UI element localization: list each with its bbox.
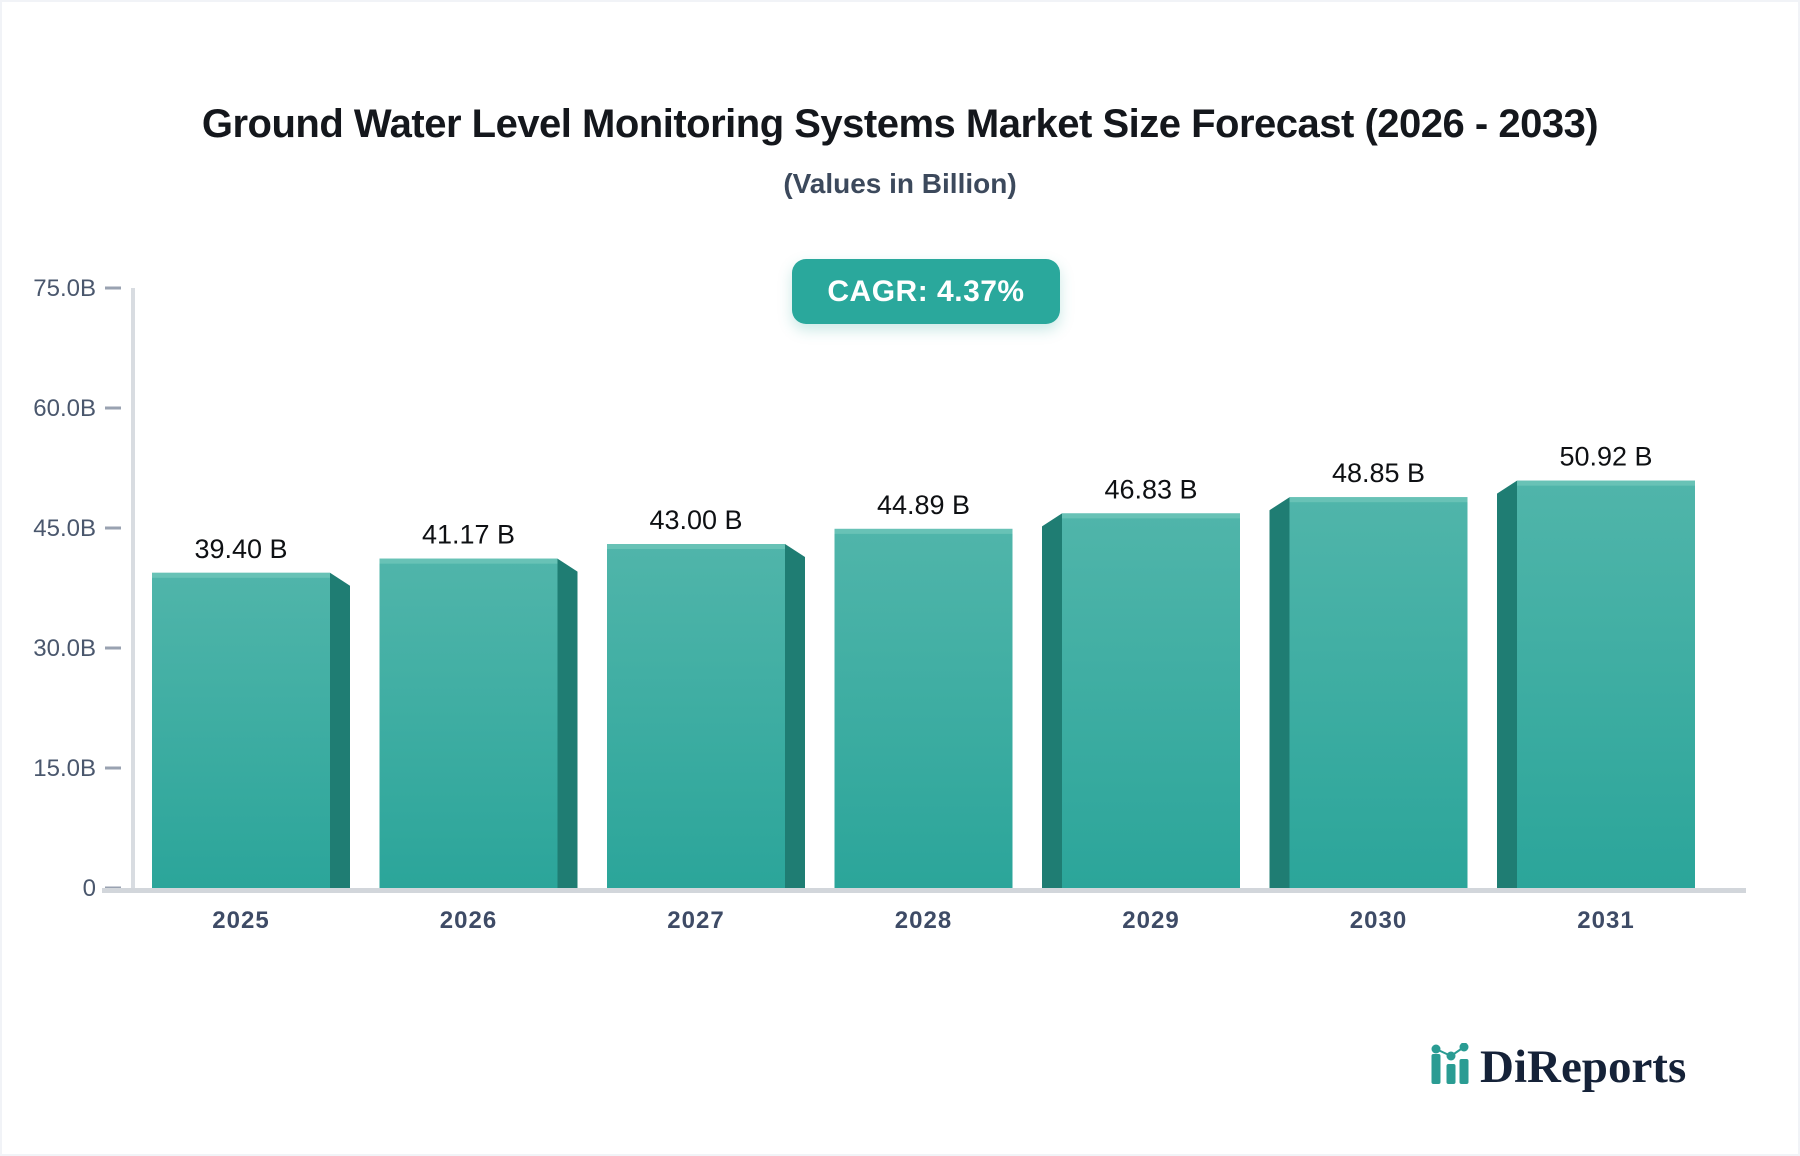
y-axis-tick-label: 60.0B xyxy=(33,395,96,422)
mini-bar-chart-icon xyxy=(1431,1042,1469,1084)
bar-face xyxy=(607,544,785,888)
cagr-badge: CAGR: 4.37% xyxy=(792,259,1060,324)
bar-side-face xyxy=(1497,480,1517,888)
y-axis-tick-label: 15.0B xyxy=(33,755,96,782)
y-axis-tick-label: 75.0B xyxy=(33,275,96,302)
bar-group-2025: 39.40 B 2025 xyxy=(152,534,350,934)
x-axis-label: 2027 xyxy=(667,907,724,934)
chart-subtitle: (Values in Billion) xyxy=(783,168,1017,199)
bar-value-label: 50.92 B xyxy=(1559,442,1652,472)
bar-face xyxy=(152,572,330,888)
bar-value-label: 46.83 B xyxy=(1104,474,1197,504)
bar-group-2029: 46.83 B 2029 xyxy=(1042,474,1240,934)
y-axis-tick-label: 45.0B xyxy=(33,515,96,542)
bar-top-highlight xyxy=(834,528,1013,534)
bar-top-highlight xyxy=(1289,497,1468,503)
bar-group-2026: 41.17 B 2026 xyxy=(379,520,578,934)
bar-value-label: 41.17 B xyxy=(422,520,515,550)
bar-top-highlight xyxy=(1517,480,1695,486)
bar-face xyxy=(379,558,558,888)
bar-group-2028: 44.89 B 2028 xyxy=(834,490,1013,934)
bar-group-2027: 43.00 B 2027 xyxy=(607,505,805,934)
x-axis-label: 2029 xyxy=(1122,907,1179,934)
bar-face xyxy=(834,528,1013,888)
x-axis-label: 2026 xyxy=(440,907,497,934)
bar-value-label: 44.89 B xyxy=(877,490,970,520)
x-axis-label: 2028 xyxy=(895,907,952,934)
cagr-badge-label: CAGR: 4.37% xyxy=(827,274,1025,308)
bar-value-label: 43.00 B xyxy=(649,505,742,535)
bar-side-face xyxy=(785,544,805,888)
bar-face xyxy=(1517,480,1695,888)
bar-top-highlight xyxy=(379,558,558,564)
bar-group-2031: 50.92 B 2031 xyxy=(1497,442,1695,934)
bar-side-face xyxy=(1269,497,1290,888)
x-axis-label: 2031 xyxy=(1577,907,1634,934)
bar-top-highlight xyxy=(152,572,330,578)
bar-top-highlight xyxy=(1062,513,1240,519)
x-axis-label: 2030 xyxy=(1350,907,1407,934)
bar-side-face xyxy=(557,558,578,888)
chart-title: Ground Water Level Monitoring Systems Ma… xyxy=(201,102,1599,146)
bar-group-2030: 48.85 B 2030 xyxy=(1269,458,1468,934)
brand-logo: DiReports xyxy=(1430,1038,1686,1097)
y-axis-tick-label: 30.0B xyxy=(33,635,96,662)
x-axis-label: 2025 xyxy=(212,907,269,934)
brand-name: DiReports xyxy=(1480,1041,1687,1093)
bar-value-label: 39.40 B xyxy=(194,534,287,564)
y-axis-tick-label: 0 xyxy=(83,875,96,902)
bar-top-highlight xyxy=(607,544,785,549)
bar-side-face xyxy=(1042,513,1062,888)
bar-face xyxy=(1289,497,1468,888)
bar-value-label: 48.85 B xyxy=(1332,458,1425,488)
bar-side-face xyxy=(330,572,350,888)
bar-face xyxy=(1062,513,1240,888)
